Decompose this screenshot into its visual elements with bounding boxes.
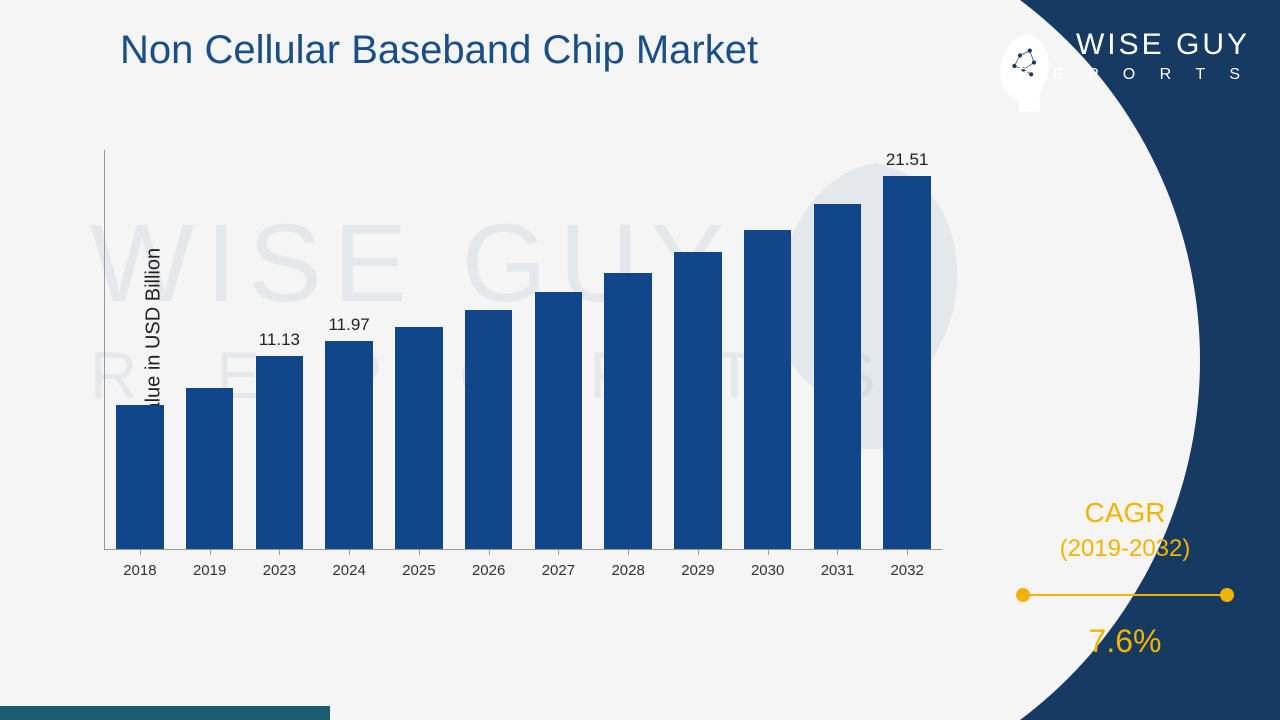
bar-value-label: 11.13: [259, 330, 300, 350]
bar: [744, 230, 791, 549]
bar-slot: 21.512032: [872, 150, 942, 549]
bar-slot: 2028: [593, 150, 663, 549]
x-tick-mark: [279, 549, 280, 555]
x-tick-label: 2019: [193, 562, 226, 579]
bar-slot: 2018: [105, 150, 175, 549]
x-tick-mark: [628, 549, 629, 555]
bar: [883, 176, 930, 549]
stage: WISE GUY R E P O R T S WISE GUY R E P O …: [0, 0, 1280, 720]
x-tick-label: 2023: [263, 562, 296, 579]
chart-title: Non Cellular Baseband Chip Market: [120, 28, 758, 73]
bar-slot: 11.972024: [314, 150, 384, 549]
x-tick-mark: [837, 549, 838, 555]
bottom-accent-bar: [0, 706, 330, 720]
brand-logo: WISE GUY R E P O R T S: [1017, 28, 1250, 84]
cagr-value: 7.6%: [1010, 623, 1240, 660]
x-tick-mark: [140, 549, 141, 555]
cagr-years: (2019-2032): [1010, 535, 1240, 563]
bars-container: 2018201911.13202311.97202420252026202720…: [105, 150, 942, 549]
x-tick-mark: [419, 549, 420, 555]
bar: [535, 292, 582, 549]
bar: [814, 204, 861, 549]
cagr-divider: [1020, 585, 1230, 605]
plot-area: 2018201911.13202311.97202420252026202720…: [104, 150, 942, 550]
bar: [256, 356, 303, 549]
bar: [674, 252, 721, 549]
chart-area: Market Value in USD Billion 2018201911.1…: [62, 150, 942, 590]
x-tick-label: 2018: [123, 562, 156, 579]
bar: [116, 405, 163, 549]
x-tick-label: 2028: [611, 562, 644, 579]
bar-slot: 11.132023: [245, 150, 315, 549]
bar: [186, 388, 233, 549]
x-tick-label: 2026: [472, 562, 505, 579]
x-tick-mark: [349, 549, 350, 555]
x-tick-mark: [558, 549, 559, 555]
x-tick-label: 2031: [821, 562, 854, 579]
bar-value-label: 11.97: [328, 315, 369, 335]
logo-line2: R E P O R T S: [1017, 66, 1250, 84]
bar: [604, 273, 651, 549]
x-tick-label: 2032: [890, 562, 923, 579]
x-tick-label: 2030: [751, 562, 784, 579]
x-tick-mark: [768, 549, 769, 555]
bar-slot: 2030: [733, 150, 803, 549]
x-tick-label: 2024: [332, 562, 365, 579]
x-tick-mark: [907, 549, 908, 555]
bar-slot: 2031: [803, 150, 873, 549]
bar: [325, 341, 372, 549]
bar: [395, 327, 442, 549]
x-tick-mark: [698, 549, 699, 555]
x-tick-mark: [489, 549, 490, 555]
logo-line1: WISE GUY: [1017, 28, 1250, 62]
bar-value-label: 21.51: [886, 150, 929, 170]
x-tick-mark: [210, 549, 211, 555]
bar-slot: 2019: [175, 150, 245, 549]
bar-slot: 2026: [454, 150, 524, 549]
x-tick-label: 2027: [542, 562, 575, 579]
x-tick-label: 2029: [681, 562, 714, 579]
cagr-label: CAGR: [1010, 497, 1240, 529]
bar-slot: 2025: [384, 150, 454, 549]
cagr-block: CAGR (2019-2032) 7.6%: [1010, 497, 1240, 660]
x-tick-label: 2025: [402, 562, 435, 579]
bar: [465, 310, 512, 549]
bar-slot: 2027: [524, 150, 594, 549]
bar-slot: 2029: [663, 150, 733, 549]
